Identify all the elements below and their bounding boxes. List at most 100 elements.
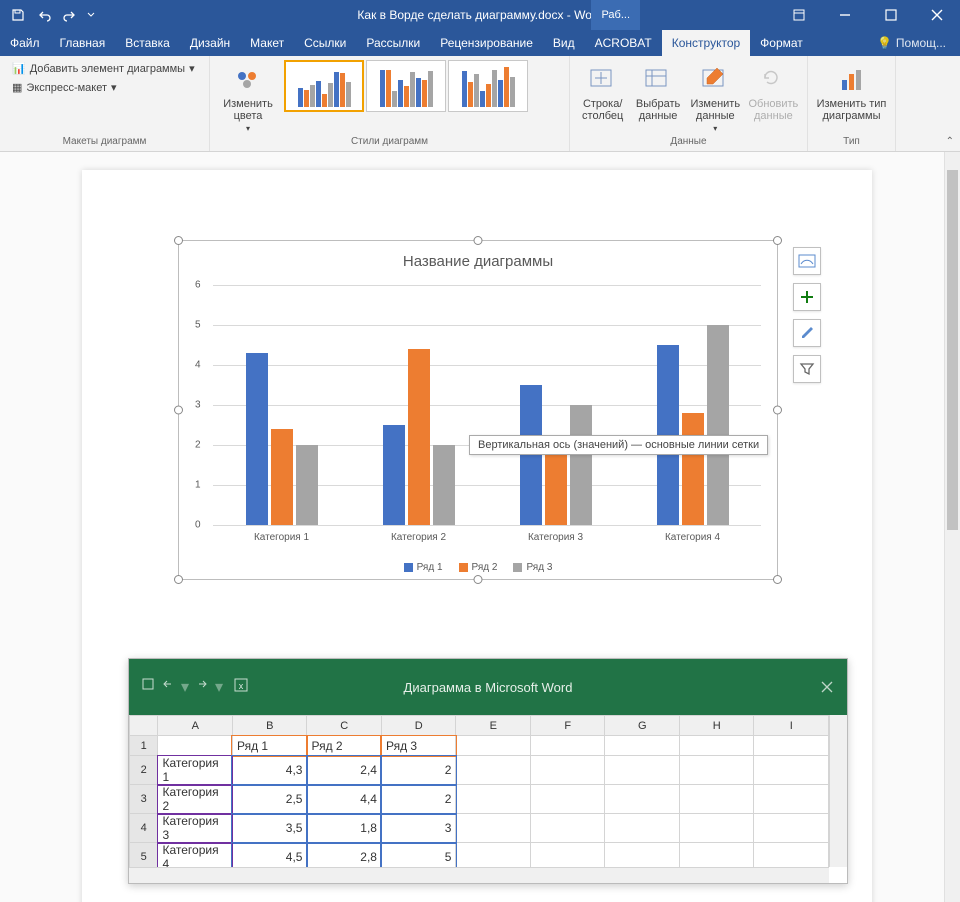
cell[interactable]	[754, 785, 829, 814]
redo-icon[interactable]	[58, 3, 82, 27]
cell[interactable]	[754, 756, 829, 785]
add-chart-element-button[interactable]: 📊Добавить элемент диаграммы▾	[8, 60, 199, 77]
close-icon[interactable]	[914, 0, 960, 30]
cell[interactable]: 2,4	[307, 756, 382, 785]
chart-bar[interactable]	[520, 385, 542, 525]
row-header[interactable]: 2	[130, 756, 158, 785]
cell[interactable]	[605, 814, 680, 843]
tab-mailings[interactable]: Рассылки	[356, 30, 430, 56]
cell[interactable]	[605, 736, 680, 756]
cell[interactable]: 2,5	[232, 785, 307, 814]
chart-bar[interactable]	[408, 349, 430, 525]
cell[interactable]: 3,5	[232, 814, 307, 843]
tab-constructor[interactable]: Конструктор	[662, 30, 750, 56]
cell[interactable]	[605, 785, 680, 814]
chart-bar[interactable]	[383, 425, 405, 525]
row-header[interactable]: 1	[130, 736, 158, 756]
chart-bar[interactable]	[246, 353, 268, 525]
resize-handle[interactable]	[474, 575, 483, 584]
chart-bar[interactable]	[545, 453, 567, 525]
close-icon[interactable]	[821, 681, 833, 693]
chart-legend[interactable]: Ряд 1Ряд 2Ряд 3	[179, 562, 777, 573]
chart-bar[interactable]	[570, 405, 592, 525]
column-header[interactable]: B	[232, 716, 307, 736]
column-header[interactable]: E	[456, 716, 531, 736]
tab-layout[interactable]: Макет	[240, 30, 294, 56]
select-all-cell[interactable]	[130, 716, 158, 736]
chart-bar[interactable]	[271, 429, 293, 525]
column-header[interactable]: H	[679, 716, 754, 736]
tab-review[interactable]: Рецензирование	[430, 30, 543, 56]
cell[interactable]	[456, 785, 531, 814]
cell[interactable]	[605, 756, 680, 785]
cell[interactable]	[679, 814, 754, 843]
chart-bar[interactable]	[707, 325, 729, 525]
tab-references[interactable]: Ссылки	[294, 30, 356, 56]
resize-handle[interactable]	[474, 236, 483, 245]
save-icon[interactable]	[141, 677, 155, 697]
column-header[interactable]: A	[158, 716, 233, 736]
vertical-scrollbar[interactable]	[829, 715, 847, 867]
cell[interactable]	[158, 736, 233, 756]
cell[interactable]	[754, 814, 829, 843]
cell[interactable]: 1,8	[307, 814, 382, 843]
tell-me[interactable]: 💡 Помощ...	[863, 36, 960, 50]
cell[interactable]	[679, 756, 754, 785]
resize-handle[interactable]	[174, 575, 183, 584]
cell[interactable]	[530, 756, 605, 785]
chart-layout-button[interactable]	[793, 247, 821, 275]
cell[interactable]	[530, 814, 605, 843]
chart-object[interactable]: Название диаграммы 0123456Категория 1Кат…	[178, 240, 778, 580]
chart-plot-area[interactable]: 0123456Категория 1Категория 2Категория 3…	[213, 285, 761, 525]
tab-home[interactable]: Главная	[50, 30, 116, 56]
cell[interactable]	[456, 814, 531, 843]
change-chart-type-button[interactable]: Изменить тип диаграммы	[816, 60, 887, 122]
minimize-icon[interactable]	[822, 0, 868, 30]
cell[interactable]: 2	[381, 756, 456, 785]
qat-dropdown-icon[interactable]	[84, 3, 98, 27]
resize-handle[interactable]	[773, 575, 782, 584]
chart-style-1[interactable]	[284, 60, 364, 112]
cell[interactable]	[754, 736, 829, 756]
cell[interactable]	[679, 736, 754, 756]
cell[interactable]: Ряд 1	[232, 736, 307, 756]
chart-bar[interactable]	[296, 445, 318, 525]
change-colors-button[interactable]: Изменить цвета ▾	[218, 60, 278, 133]
cell[interactable]: Категория 2	[158, 785, 233, 814]
cell[interactable]: 2	[381, 785, 456, 814]
tab-format[interactable]: Формат	[750, 30, 813, 56]
cell[interactable]	[679, 785, 754, 814]
tab-view[interactable]: Вид	[543, 30, 585, 56]
excel-app-icon[interactable]: x	[233, 677, 249, 697]
tab-design[interactable]: Дизайн	[180, 30, 240, 56]
cell[interactable]: 4,3	[232, 756, 307, 785]
cell[interactable]: 3	[381, 814, 456, 843]
scrollbar-thumb[interactable]	[947, 170, 958, 530]
chart-style-3[interactable]	[448, 60, 528, 112]
resize-handle[interactable]	[174, 406, 183, 415]
chart-filters-button[interactable]	[793, 355, 821, 383]
redo-icon[interactable]	[195, 677, 209, 697]
vertical-scrollbar[interactable]	[944, 152, 960, 902]
cell[interactable]	[530, 785, 605, 814]
resize-handle[interactable]	[773, 406, 782, 415]
row-header[interactable]: 4	[130, 814, 158, 843]
legend-item[interactable]: Ряд 2	[459, 562, 498, 573]
legend-item[interactable]: Ряд 3	[513, 562, 552, 573]
cell[interactable]	[456, 756, 531, 785]
column-header[interactable]: G	[605, 716, 680, 736]
cell[interactable]: Категория 1	[158, 756, 233, 785]
collapse-ribbon-icon[interactable]: ⌃	[946, 136, 954, 147]
resize-handle[interactable]	[174, 236, 183, 245]
chart-elements-button[interactable]	[793, 283, 821, 311]
column-header[interactable]: I	[754, 716, 829, 736]
column-header[interactable]: D	[381, 716, 456, 736]
select-data-button[interactable]: Выбрать данные	[633, 60, 682, 122]
resize-handle[interactable]	[773, 236, 782, 245]
maximize-icon[interactable]	[868, 0, 914, 30]
chart-styles-button[interactable]	[793, 319, 821, 347]
chart-bar[interactable]	[433, 445, 455, 525]
chart-bar[interactable]	[682, 413, 704, 525]
tab-file[interactable]: Файл	[0, 30, 50, 56]
cell[interactable]	[530, 736, 605, 756]
